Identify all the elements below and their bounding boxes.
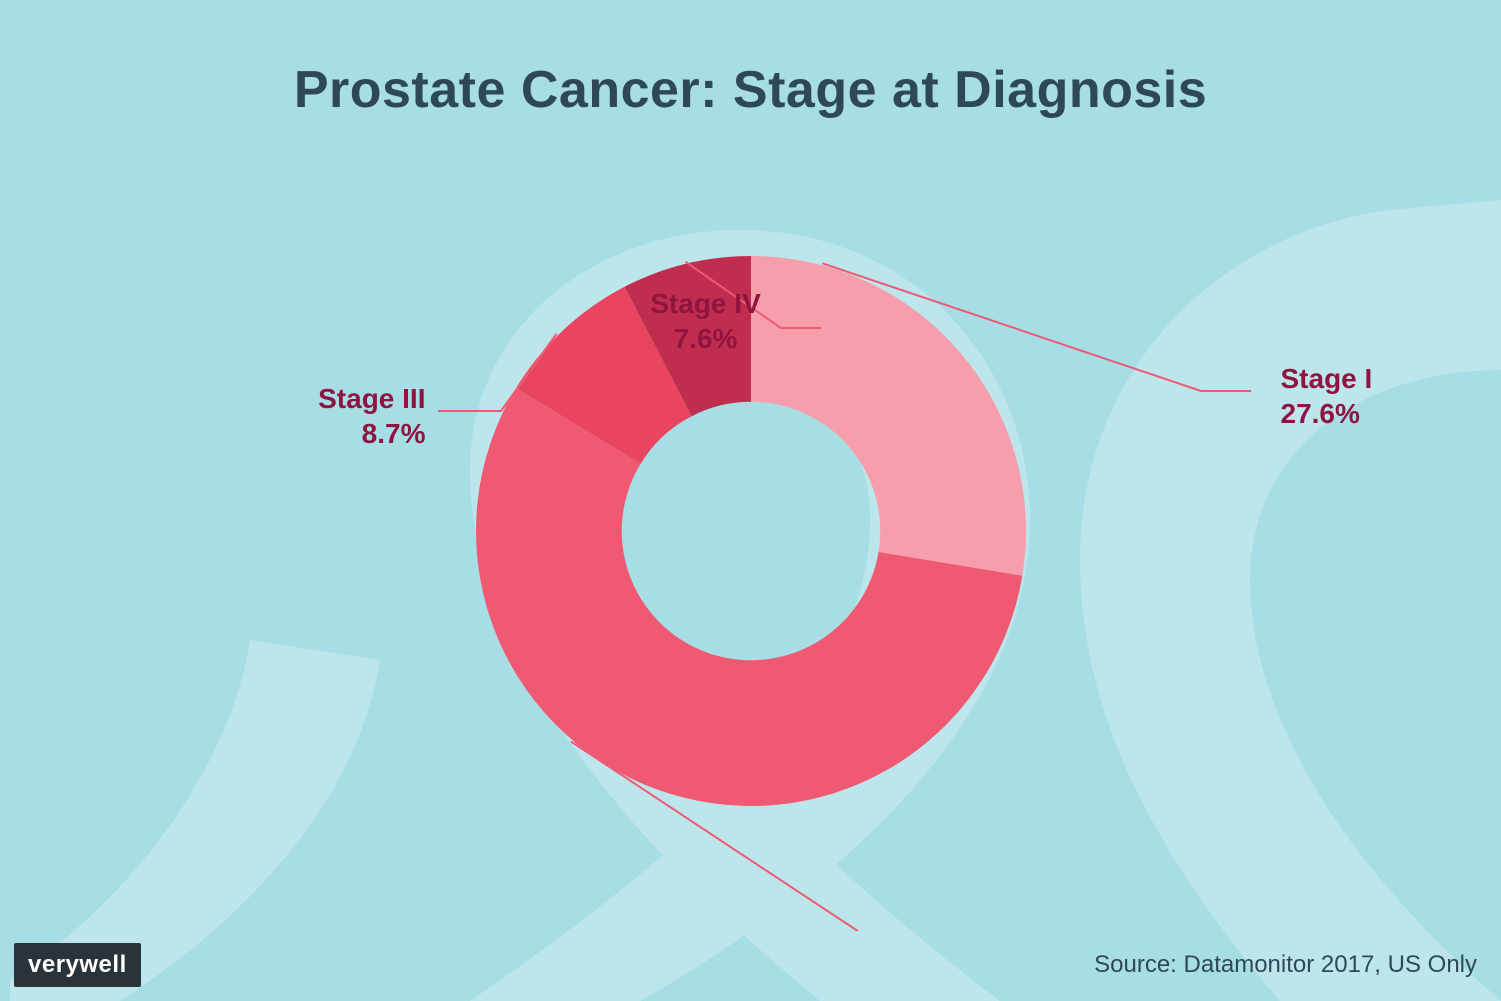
slice-pct: 8.7% <box>318 416 425 451</box>
slice-name: Stage III <box>318 383 425 414</box>
chart-title: Prostate Cancer: Stage at Diagnosis <box>0 60 1501 120</box>
donut-slice-stage-1 <box>751 256 1026 576</box>
infographic-canvas: Prostate Cancer: Stage at Diagnosis Stag… <box>0 0 1501 1001</box>
slice-name: Stage I <box>1281 363 1373 394</box>
slice-pct: 27.6% <box>1281 396 1373 431</box>
brand-logo: verywell <box>14 943 141 987</box>
donut-chart: Stage I 27.6% Stage II 56% Stage III 8.7… <box>251 131 1251 931</box>
donut-svg <box>251 131 1251 931</box>
slice-label-stage-4: Stage IV 7.6% <box>650 286 760 356</box>
slice-label-stage-3: Stage III 8.7% <box>318 381 425 451</box>
slice-pct: 7.6% <box>650 321 760 356</box>
slice-name: Stage IV <box>650 288 760 319</box>
slice-label-stage-1: Stage I 27.6% <box>1281 361 1373 431</box>
source-text: Source: Datamonitor 2017, US Only <box>1094 951 1477 979</box>
